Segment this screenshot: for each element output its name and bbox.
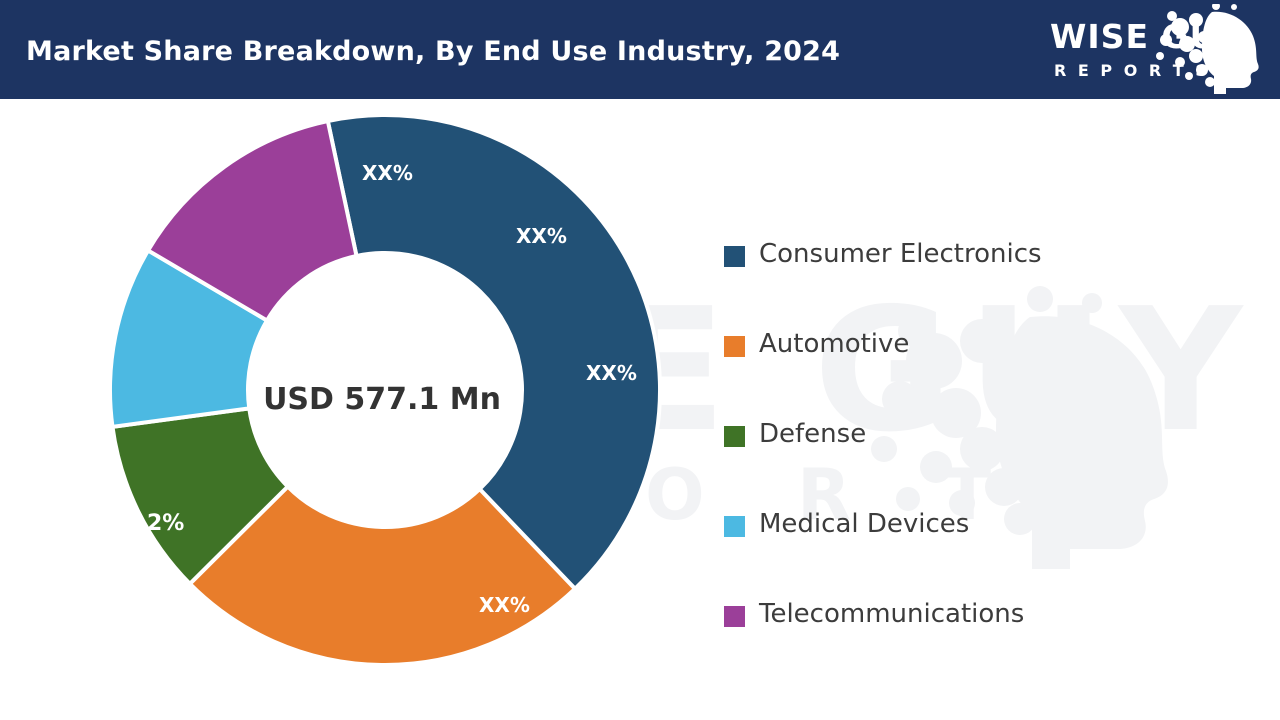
legend-item-telecommunications[interactable]: Telecommunications bbox=[724, 599, 1144, 689]
legend-label: Telecommunications bbox=[759, 599, 1025, 629]
wise-guy-reports-logo: WISE GUY R E P O R T S bbox=[1044, 2, 1274, 96]
page-title: Market Share Breakdown, By End Use Indus… bbox=[26, 36, 841, 67]
donut-slices bbox=[108, 113, 662, 667]
chart-legend: Consumer Electronics Automotive Defense … bbox=[724, 239, 1144, 689]
logo-text-secondary: R E P O R T S bbox=[1054, 61, 1210, 80]
legend-label: Defense bbox=[759, 419, 867, 449]
header-bar: Market Share Breakdown, By End Use Indus… bbox=[0, 0, 1280, 99]
chart-area: WISE GUY R E P O R T S bbox=[0, 99, 1280, 720]
donut-center-value: USD 577.1 Mn bbox=[263, 382, 501, 417]
legend-swatch-icon bbox=[724, 516, 745, 537]
legend-label: Consumer Electronics bbox=[759, 239, 1042, 269]
slice-label-telecommunications: XX% bbox=[362, 161, 413, 185]
legend-item-consumer-electronics[interactable]: Consumer Electronics bbox=[724, 239, 1144, 329]
donut-hole bbox=[248, 253, 522, 527]
legend-swatch-icon bbox=[724, 606, 745, 627]
slice-label-consumer-electronics: 41.2% bbox=[108, 511, 185, 536]
logo-text-primary: WISE GUY bbox=[1050, 17, 1242, 56]
logo-svg: WISE GUY R E P O R T S bbox=[1050, 2, 1259, 94]
legend-swatch-icon bbox=[724, 246, 745, 267]
slice-label-medical-devices: XX% bbox=[516, 224, 567, 248]
legend-label: Medical Devices bbox=[759, 509, 970, 539]
donut-chart bbox=[108, 113, 662, 667]
slice-label-defense: XX% bbox=[586, 361, 637, 385]
legend-swatch-icon bbox=[724, 426, 745, 447]
legend-item-automotive[interactable]: Automotive bbox=[724, 329, 1144, 419]
head-icon bbox=[1156, 2, 1259, 94]
legend-swatch-icon bbox=[724, 336, 745, 357]
legend-label: Automotive bbox=[759, 329, 910, 359]
legend-item-medical-devices[interactable]: Medical Devices bbox=[724, 509, 1144, 599]
slice-label-automotive: XX% bbox=[479, 593, 530, 617]
legend-item-defense[interactable]: Defense bbox=[724, 419, 1144, 509]
